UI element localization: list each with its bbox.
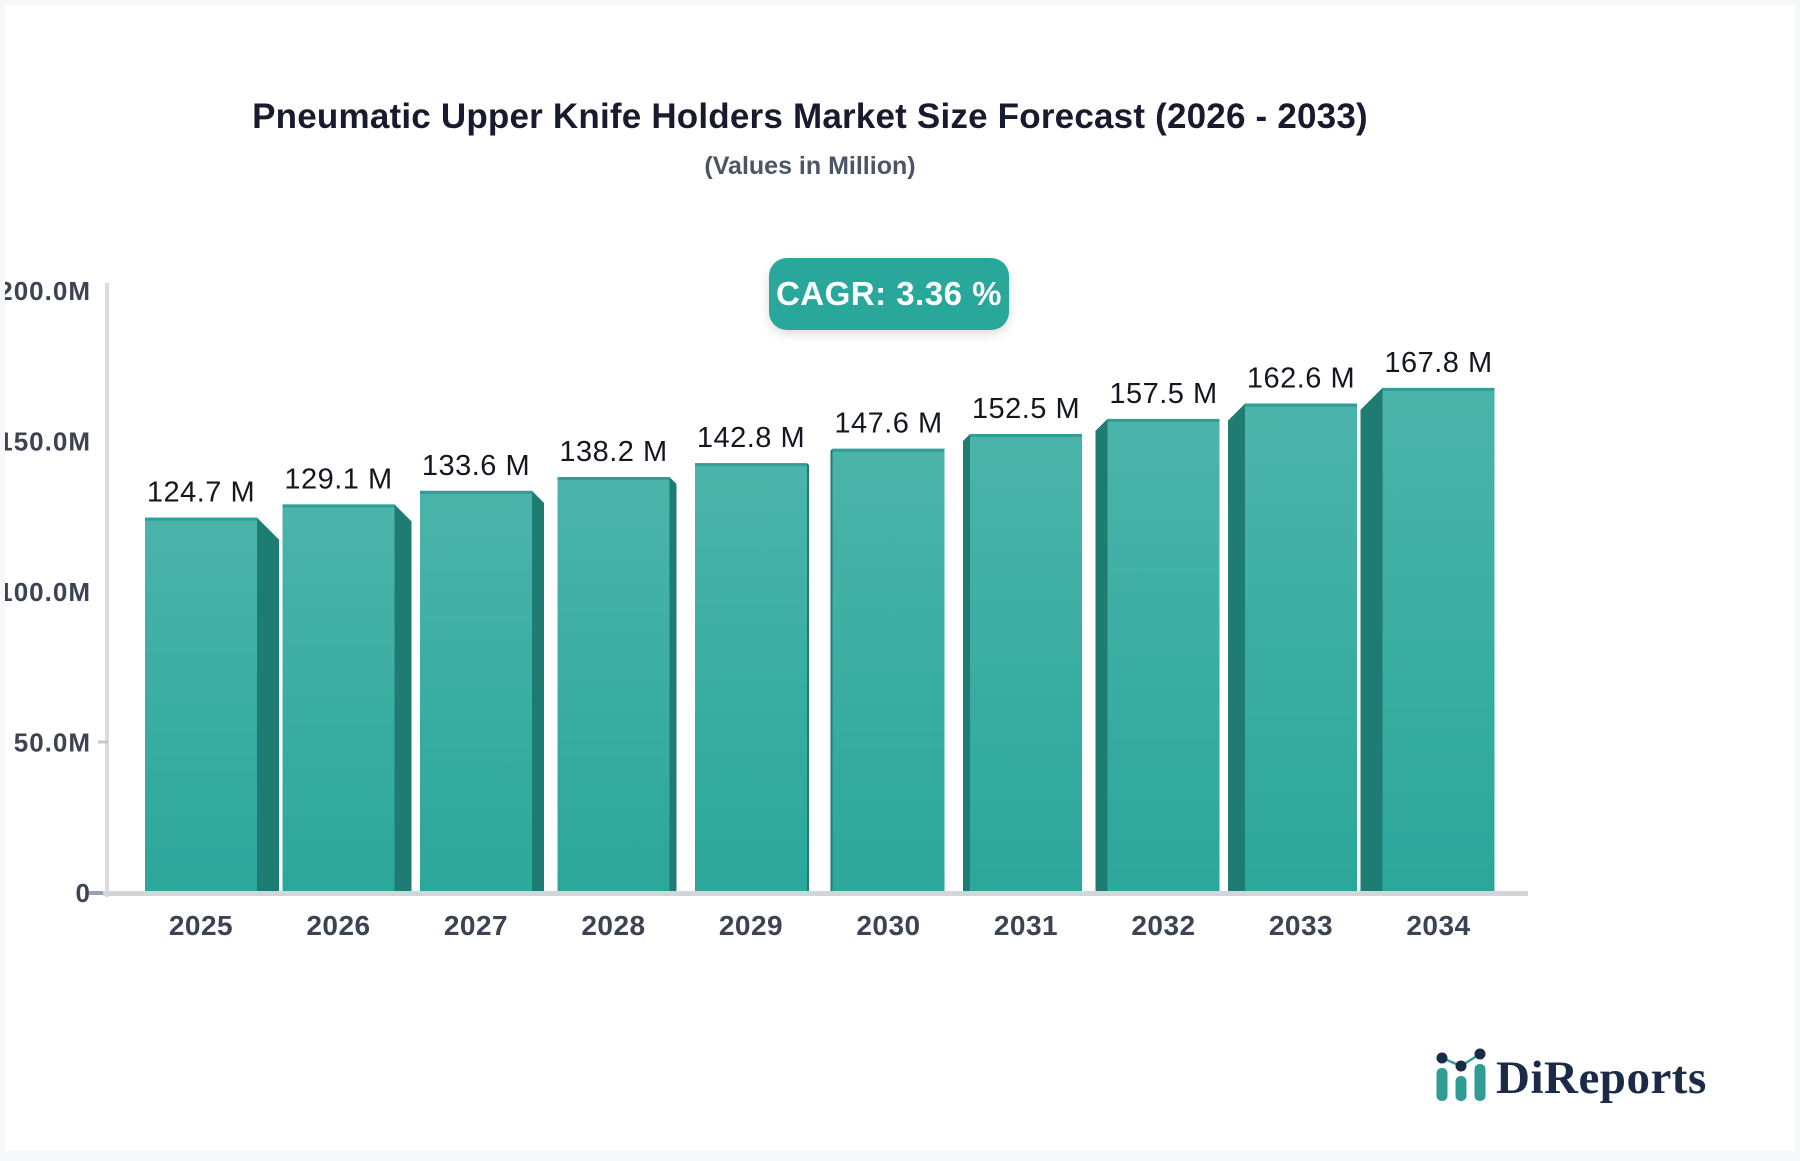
y-axis-line: [105, 283, 109, 897]
bar-group-2029: 142.8 M 2029: [695, 422, 809, 941]
bar-side: [1228, 403, 1245, 893]
logo-text: DiReports: [1496, 1051, 1707, 1104]
bar-side: [257, 517, 279, 893]
bar-face: [420, 490, 532, 893]
bar-top-edge: [145, 517, 257, 521]
y-tick-mark: [98, 740, 108, 744]
bar-side: [669, 477, 677, 893]
bar-side: [1360, 387, 1383, 893]
market-size-bar-chart: 200.0M 150.0M 100.0M 50.0M 0 124.7 M 2025 129.1…: [5, 276, 1528, 941]
x-tick-label: 2031: [994, 910, 1058, 941]
bar-value-label: 152.5 M: [972, 393, 1080, 425]
bar-side: [830, 448, 833, 893]
bar-group-2031: 152.5 M 2031: [963, 393, 1082, 941]
bar-top-edge: [695, 463, 807, 467]
x-axis-line: [103, 891, 1528, 896]
chart-card: Pneumatic Upper Knife Holders Market Siz…: [5, 5, 1795, 1151]
bar-side: [1095, 418, 1108, 893]
bar-value-label: 147.6 M: [834, 408, 942, 440]
y-tick-mark: [89, 891, 107, 895]
bar-value-label: 129.1 M: [284, 463, 392, 495]
bar-side: [394, 504, 412, 893]
bar-face: [832, 448, 945, 893]
bar-group-2033: 162.6 M 2033: [1228, 363, 1357, 941]
x-tick-label: 2025: [169, 910, 233, 941]
bar-group-2032: 157.5 M 2032: [1095, 378, 1220, 941]
bar-side: [532, 490, 544, 893]
bar-face: [557, 477, 670, 893]
x-tick-label: 2030: [856, 910, 920, 941]
bar-value-label: 124.7 M: [147, 477, 255, 509]
x-tick-label: 2029: [719, 910, 783, 941]
bar-face: [282, 504, 395, 893]
x-tick-label: 2026: [306, 910, 370, 941]
y-tick-label: 100.0M: [5, 577, 91, 607]
chart-title: Pneumatic Upper Knife Holders Market Siz…: [252, 97, 1368, 136]
x-tick-label: 2033: [1269, 910, 1333, 941]
bar-top-edge: [282, 504, 395, 508]
bar-face: [1382, 387, 1495, 893]
bar-value-label: 162.6 M: [1247, 363, 1355, 395]
bar-top-edge: [557, 477, 670, 481]
bar-top-edge: [420, 490, 532, 494]
bar-value-label: 167.8 M: [1384, 347, 1492, 379]
bar-value-label: 142.8 M: [697, 422, 805, 454]
bar-group-2025: 124.7 M 2025: [145, 477, 279, 941]
bar-face: [970, 433, 1082, 893]
bar-group-2030: 147.6 M 2030: [830, 408, 945, 941]
bar-group-2028: 138.2 M 2028: [557, 436, 677, 941]
chart-subtitle: (Values in Million): [704, 152, 916, 180]
bar-face: [145, 517, 257, 893]
cagr-badge: CAGR: 3.36 %: [769, 258, 1009, 330]
y-tick-label: 150.0M: [5, 427, 91, 457]
bar-value-label: 133.6 M: [422, 450, 530, 482]
bar-chart-logo-icon: [1436, 1048, 1486, 1101]
bar-face: [1107, 418, 1220, 893]
bar-value-label: 157.5 M: [1109, 378, 1217, 410]
x-tick-label: 2032: [1131, 910, 1195, 941]
bar-group-2027: 133.6 M 2027: [420, 450, 544, 941]
bar-group-2034: 167.8 M 2034: [1360, 347, 1495, 941]
bar-top-edge: [970, 433, 1082, 437]
direports-logo: DiReports: [1433, 1045, 1707, 1103]
bar-top-edge: [1382, 387, 1495, 391]
bar-top-edge: [1245, 403, 1357, 407]
x-tick-label: 2028: [581, 910, 645, 941]
y-tick-label: 200.0M: [5, 276, 91, 306]
bar-top-edge: [1107, 418, 1220, 422]
bar-side: [963, 433, 970, 893]
x-tick-label: 2027: [444, 910, 508, 941]
y-tick-label: 0: [76, 878, 91, 908]
bar-value-label: 138.2 M: [559, 436, 667, 468]
bar-side: [807, 463, 809, 893]
y-tick-label: 50.0M: [14, 728, 91, 758]
bar-top-edge: [832, 448, 945, 452]
x-tick-label: 2034: [1406, 910, 1470, 941]
bar-face: [695, 463, 807, 893]
bar-group-2026: 129.1 M 2026: [282, 463, 412, 941]
bar-face: [1245, 403, 1357, 893]
